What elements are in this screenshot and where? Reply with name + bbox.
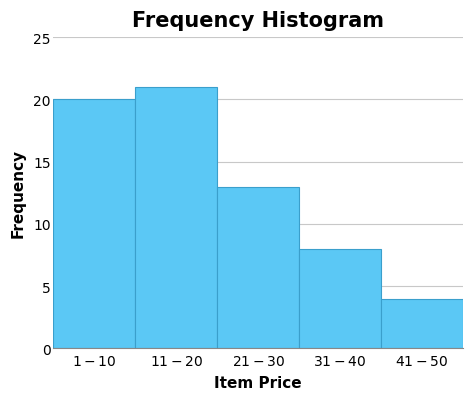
Bar (381, 299, 463, 348)
Y-axis label: Frequency: Frequency (11, 149, 26, 238)
Bar (54, 100, 136, 348)
Bar (217, 187, 299, 348)
Bar (136, 88, 217, 348)
Bar (299, 249, 381, 348)
X-axis label: Item Price: Item Price (214, 375, 302, 390)
Title: Frequency Histogram: Frequency Histogram (132, 11, 384, 31)
